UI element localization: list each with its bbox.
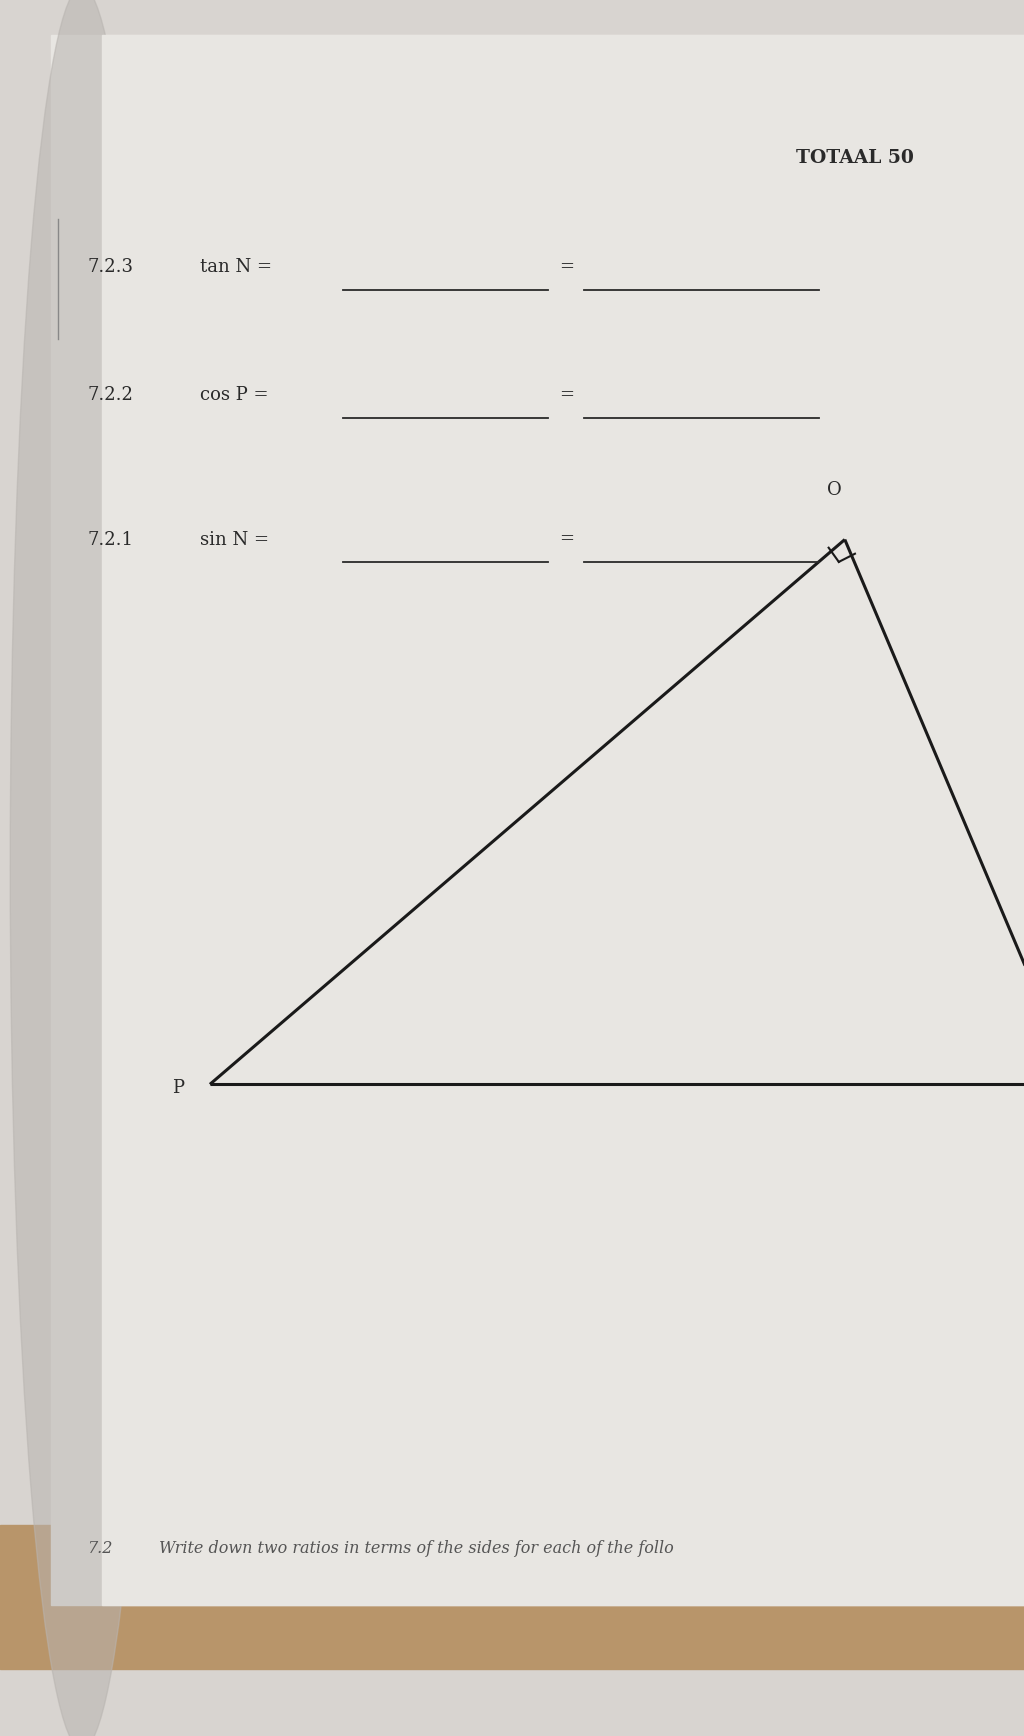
- Text: TOTAAL 50: TOTAAL 50: [796, 149, 914, 167]
- Text: tan N =: tan N =: [200, 259, 271, 276]
- Text: sin N =: sin N =: [200, 531, 268, 549]
- Text: =: =: [559, 531, 573, 549]
- Text: P: P: [172, 1078, 184, 1097]
- Text: =: =: [559, 259, 573, 276]
- Ellipse shape: [10, 0, 154, 1736]
- Text: 7.2.2: 7.2.2: [87, 387, 133, 404]
- Text: O: O: [827, 481, 842, 500]
- Text: =: =: [559, 387, 573, 404]
- Text: cos P =: cos P =: [200, 387, 268, 404]
- Bar: [0, 1524, 1024, 1668]
- Text: 7.2.3: 7.2.3: [87, 259, 133, 276]
- Text: 7.2.1: 7.2.1: [87, 531, 133, 549]
- Text: 7.2: 7.2: [87, 1540, 113, 1557]
- Text: Write down two ratios in terms of the sides for each of the follo: Write down two ratios in terms of the si…: [159, 1540, 674, 1557]
